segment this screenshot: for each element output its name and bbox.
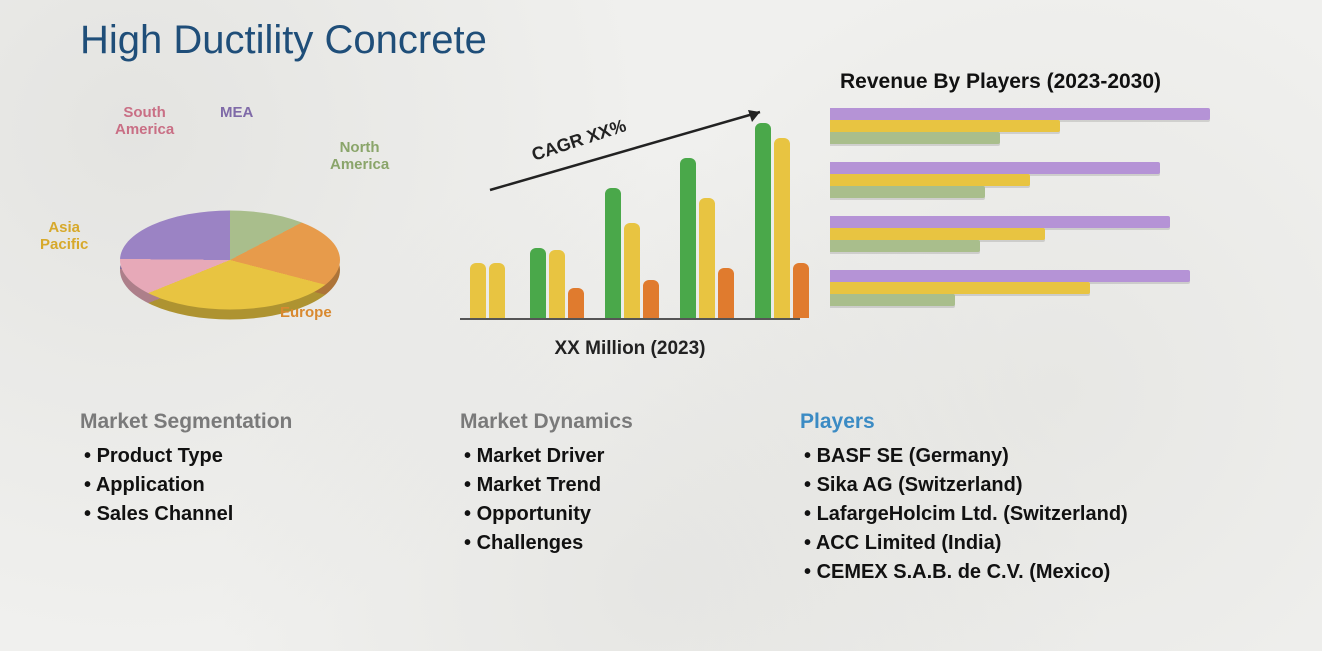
hbar-group — [830, 162, 1260, 198]
list-item: ACC Limited (India) — [804, 529, 1128, 558]
bar — [793, 263, 809, 318]
pie-label: Europe — [280, 305, 332, 322]
hbar-group — [830, 108, 1260, 144]
bar — [774, 138, 790, 318]
pie-label: NorthAmerica — [330, 140, 389, 173]
list-item: Market Driver — [464, 442, 633, 471]
hbar — [830, 120, 1060, 132]
bar — [605, 188, 621, 318]
market-segmentation-block: Market Segmentation Product TypeApplicat… — [80, 410, 292, 529]
list-item: Opportunity — [464, 500, 633, 529]
segmentation-heading: Market Segmentation — [80, 410, 292, 434]
hbar — [830, 162, 1160, 174]
bar — [624, 223, 640, 318]
list-item: Application — [84, 471, 292, 500]
hbar-group — [830, 216, 1260, 252]
hbar — [830, 132, 1000, 144]
hbar — [830, 294, 955, 306]
bar — [549, 250, 565, 318]
list-item: Sika AG (Switzerland) — [804, 471, 1128, 500]
bar-group — [755, 123, 809, 318]
hbar — [830, 174, 1030, 186]
hbar — [830, 216, 1170, 228]
bar-group — [605, 188, 659, 318]
bar-group — [680, 158, 734, 318]
pie-label: MEA — [220, 105, 253, 122]
growth-bar-chart: CAGR XX% XX Million (2023) — [460, 90, 800, 350]
bar — [568, 288, 584, 318]
cagr-arrow — [480, 100, 780, 200]
hbar — [830, 228, 1045, 240]
hbar — [830, 108, 1210, 120]
dynamics-heading: Market Dynamics — [460, 410, 633, 434]
pie-label: AsiaPacific — [40, 220, 88, 253]
market-dynamics-block: Market Dynamics Market DriverMarket Tren… — [460, 410, 633, 558]
bar — [699, 198, 715, 318]
hbar — [830, 240, 980, 252]
hbar — [830, 186, 985, 198]
revenue-by-players-chart: Revenue By Players (2023-2030) — [830, 70, 1260, 324]
bar — [530, 248, 546, 318]
bar — [643, 280, 659, 318]
list-item: Sales Channel — [84, 500, 292, 529]
list-item: LafargeHolcim Ltd. (Switzerland) — [804, 500, 1128, 529]
list-item: CEMEX S.A.B. de C.V. (Mexico) — [804, 558, 1128, 587]
growth-caption: XX Million (2023) — [460, 338, 800, 360]
pie-label: SouthAmerica — [115, 105, 174, 138]
list-item: Market Trend — [464, 471, 633, 500]
x-axis — [460, 318, 800, 320]
players-block: Players BASF SE (Germany)Sika AG (Switze… — [800, 410, 1128, 587]
bar-group — [470, 263, 505, 318]
hbar — [830, 270, 1190, 282]
bar — [489, 263, 505, 318]
bar — [470, 263, 486, 318]
players-heading: Players — [800, 410, 1128, 434]
hbar — [830, 282, 1090, 294]
bar — [755, 123, 771, 318]
bar — [680, 158, 696, 318]
hbar-group — [830, 270, 1260, 306]
pie-chart-regions: NorthAmericaEuropeAsiaPacificSouthAmeric… — [60, 100, 420, 360]
list-item: BASF SE (Germany) — [804, 442, 1128, 471]
hbar-title: Revenue By Players (2023-2030) — [840, 70, 1260, 94]
bar — [718, 268, 734, 318]
page-title: High Ductility Concrete — [80, 18, 487, 63]
list-item: Challenges — [464, 529, 633, 558]
list-item: Product Type — [84, 442, 292, 471]
bar-group — [530, 248, 584, 318]
